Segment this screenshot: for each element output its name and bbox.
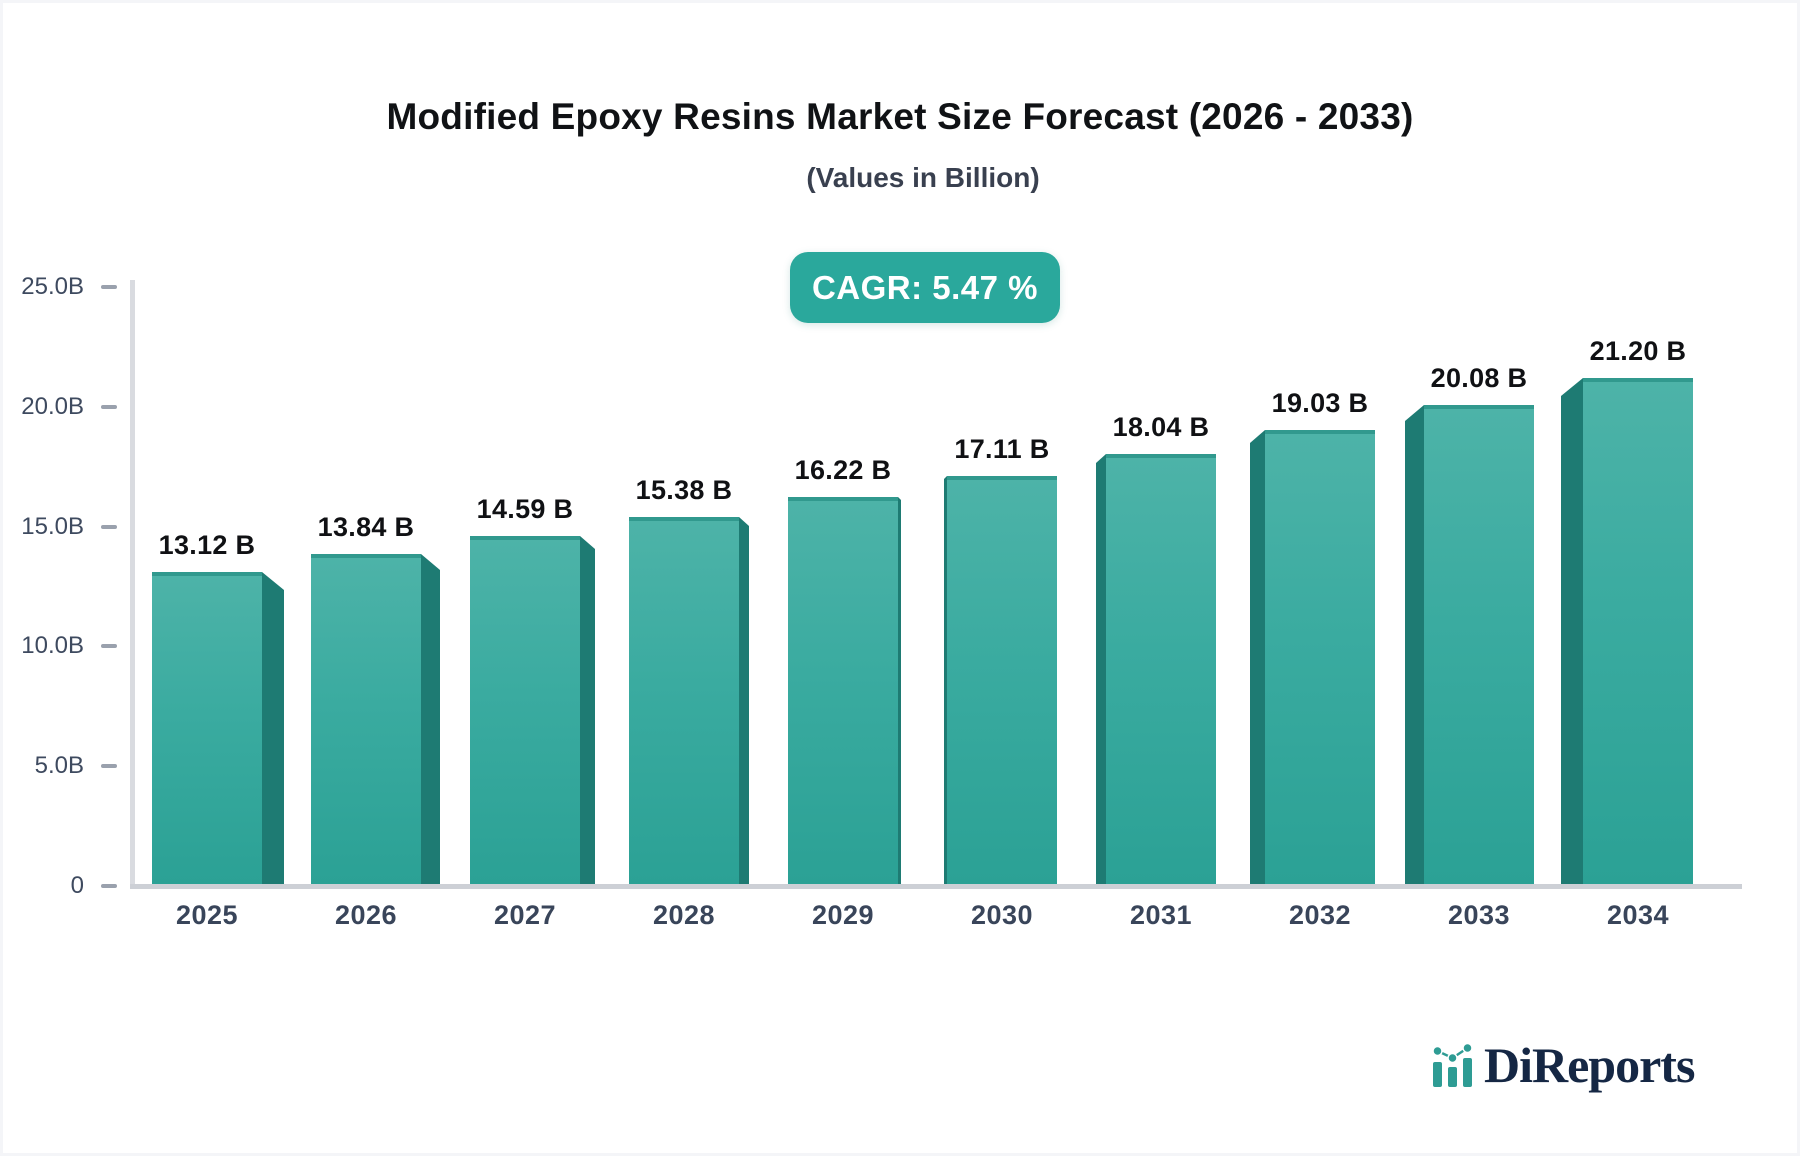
bar-2026	[311, 554, 421, 884]
y-tick-dash	[101, 884, 117, 888]
cagr-badge-label: CAGR: 5.47 %	[811, 268, 1039, 306]
brand-logo: DiReports	[1430, 1036, 1695, 1094]
bar-side-2030	[944, 476, 947, 884]
bar-value-label-2032: 19.03 B	[1271, 388, 1369, 418]
y-tick-dash	[101, 524, 117, 529]
brand-name: DiReports	[1484, 1037, 1695, 1093]
bar-side-2025	[262, 572, 284, 884]
bar-2033	[1424, 405, 1534, 884]
bar-value-label-2034: 21.20 B	[1589, 336, 1687, 366]
bar-side-2027	[580, 536, 595, 884]
bar-2029	[788, 497, 898, 884]
y-tick-label: 5.0B	[34, 752, 84, 780]
y-tick-dash	[101, 644, 117, 649]
bar-value-label-2031: 18.04 B	[1112, 412, 1210, 442]
y-axis-line	[130, 280, 135, 889]
x-tick-label-2031: 2031	[1129, 900, 1193, 930]
x-tick-label-2027: 2027	[493, 900, 557, 930]
x-tick-label-2029: 2029	[811, 900, 875, 930]
x-tick-label-2025: 2025	[175, 900, 239, 930]
bar-2025	[152, 572, 262, 884]
bar-2028	[629, 517, 739, 884]
x-tick-label-2030: 2030	[970, 900, 1034, 930]
x-axis-line	[130, 884, 1742, 889]
x-tick-label-2026: 2026	[334, 900, 398, 930]
y-tick-dash	[101, 404, 117, 409]
y-tick-label: 0	[70, 872, 84, 899]
bar-2031	[1106, 454, 1216, 884]
bar-side-2026	[421, 554, 440, 884]
y-tick-dash	[101, 285, 117, 289]
bar-side-2031	[1096, 454, 1106, 884]
bar-value-label-2029: 16.22 B	[794, 455, 892, 485]
bar-value-label-2030: 17.11 B	[954, 434, 1050, 464]
bar-side-2029	[898, 497, 901, 884]
bar-value-label-2025: 13.12 B	[158, 530, 256, 560]
y-tick-label: 25.0B	[21, 273, 84, 300]
chart-subtitle: (Values in Billion)	[806, 162, 1040, 193]
bar-2027	[470, 536, 580, 884]
bar-side-2028	[739, 517, 749, 884]
bar-value-label-2028: 15.38 B	[635, 475, 733, 505]
mini-bar-line-chart-icon	[1430, 1043, 1476, 1087]
bar-side-2032	[1250, 430, 1265, 884]
x-tick-label-2033: 2033	[1447, 900, 1511, 930]
bar-2032	[1265, 430, 1375, 884]
y-tick-dash	[101, 764, 117, 769]
bar-value-label-2026: 13.84 B	[317, 512, 415, 542]
x-tick-label-2032: 2032	[1288, 900, 1352, 930]
y-tick-label: 20.0B	[21, 392, 84, 420]
chart-title: Modified Epoxy Resins Market Size Foreca…	[386, 96, 1414, 137]
bar-value-label-2027: 14.59 B	[476, 494, 574, 524]
bar-value-label-2033: 20.08 B	[1430, 363, 1528, 393]
y-tick-label: 15.0B	[21, 512, 84, 540]
bar-side-2033	[1405, 405, 1424, 884]
cagr-badge: CAGR: 5.47 %	[790, 252, 1060, 323]
y-tick-label: 10.0B	[21, 632, 84, 660]
x-tick-label-2028: 2028	[652, 900, 716, 930]
bar-side-2034	[1561, 378, 1583, 884]
bar-2030	[947, 476, 1057, 884]
bar-2034	[1583, 378, 1693, 884]
x-tick-label-2034: 2034	[1606, 900, 1670, 930]
